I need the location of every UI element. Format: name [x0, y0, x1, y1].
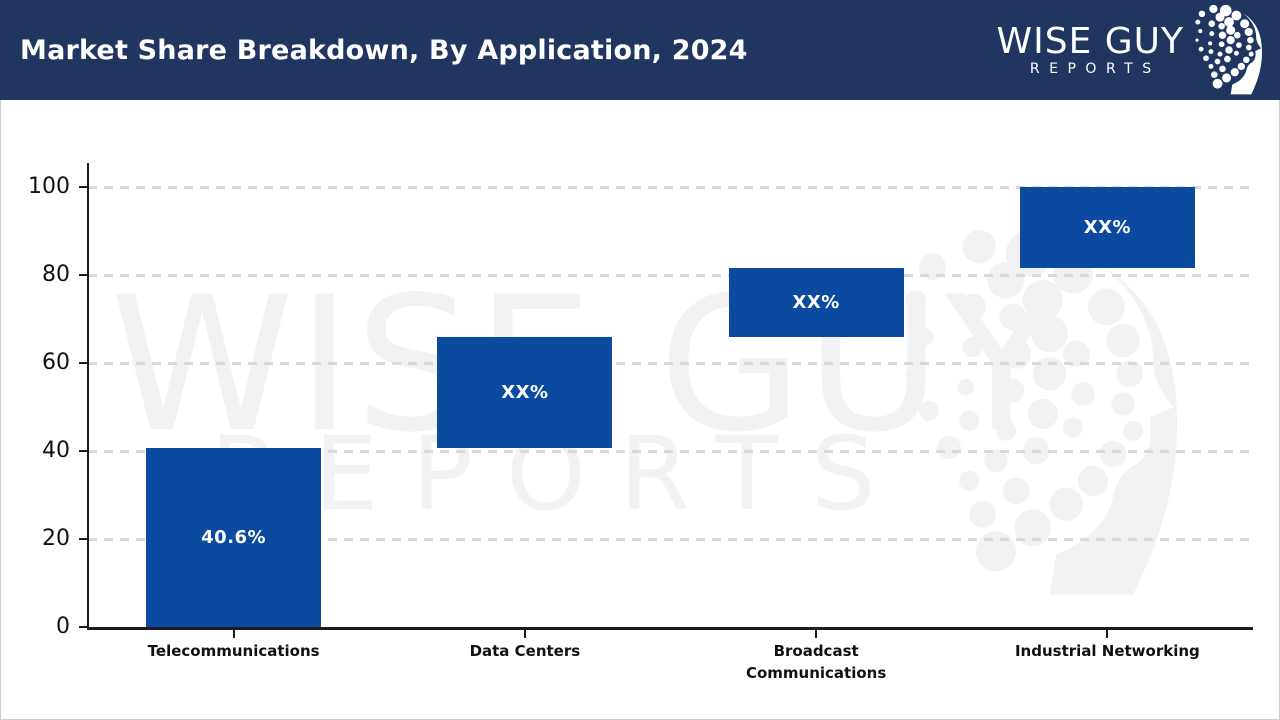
wise-guy-logo: WISE GUY REPORTS	[997, 4, 1271, 96]
logo-text: WISE GUY REPORTS	[996, 20, 1185, 78]
x-category-label-telecommunications: Telecommunications	[147, 642, 320, 660]
y-tick-mark-0	[79, 626, 87, 628]
x-axis-line	[87, 627, 1253, 630]
gridline-y-80	[88, 274, 1253, 277]
y-tick-mark-80	[79, 274, 87, 276]
logo-subtext: REPORTS	[1029, 61, 1161, 78]
bar-broadcast-communications: XX%	[728, 267, 904, 338]
y-tick-label-20: 20	[42, 526, 70, 551]
bar-data-centers: XX%	[437, 337, 613, 449]
gridline-y-100	[88, 186, 1253, 189]
x-tick-mark-broadcast-communications	[815, 630, 818, 638]
y-tick-label-60: 60	[42, 350, 70, 375]
y-tick-label-100: 100	[28, 174, 70, 199]
y-tick-mark-20	[79, 538, 87, 540]
x-tick-mark-industrial-networking	[1106, 630, 1109, 638]
bar-value-label: XX%	[1083, 216, 1132, 238]
x-tick-mark-data-centers	[523, 630, 526, 638]
y-tick-mark-40	[79, 450, 87, 452]
logo-face-icon	[1195, 4, 1262, 95]
bar-value-label: 40.6%	[201, 527, 267, 549]
y-axis-line	[87, 163, 89, 630]
x-category-label-industrial-networking: Industrial Networking	[1014, 642, 1200, 660]
gridline-y-20	[88, 538, 1253, 541]
gridline-y-60	[88, 362, 1253, 365]
y-tick-label-40: 40	[42, 438, 70, 463]
x-category-label-data-centers: Data Centers	[469, 642, 581, 660]
page-title: Market Share Breakdown, By Application, …	[20, 34, 748, 66]
gridline-y-40	[88, 450, 1253, 453]
logo-wordmark: WISE GUY	[996, 20, 1184, 62]
bar-value-label: XX%	[792, 291, 840, 313]
y-tick-mark-60	[79, 362, 87, 364]
bar-value-label: XX%	[501, 382, 549, 404]
y-tick-label-0: 0	[56, 614, 70, 639]
x-category-label-broadcast-communications: Broadcast Communications	[745, 642, 887, 682]
bar-industrial-networking: XX%	[1019, 187, 1195, 268]
y-tick-label-80: 80	[42, 262, 70, 287]
y-tick-mark-100	[79, 186, 87, 188]
x-tick-mark-telecommunications	[232, 630, 235, 638]
bar-telecommunications: 40.6%	[146, 448, 322, 627]
header-bar: Market Share Breakdown, By Application, …	[0, 0, 1280, 100]
